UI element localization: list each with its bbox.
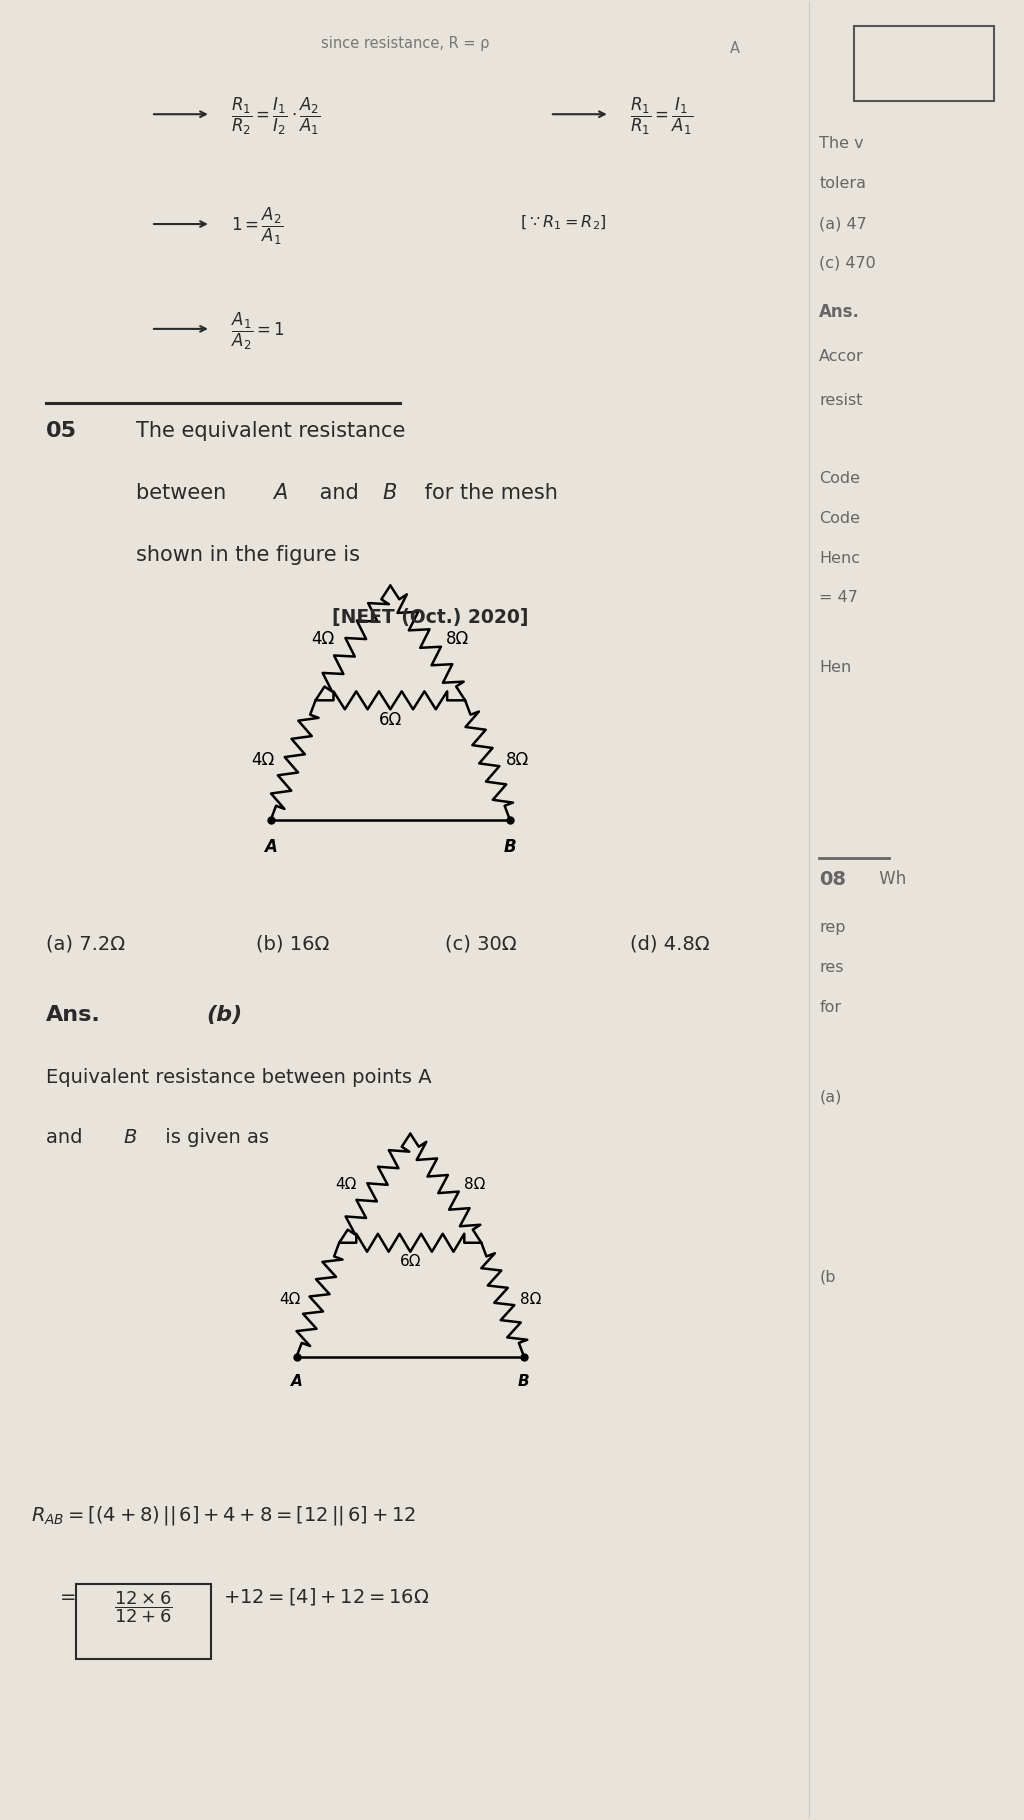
Text: $+ 12 = [4] + 12 = 16\Omega$: $+ 12 = [4] + 12 = 16\Omega$ [223, 1585, 429, 1607]
Text: Ans.: Ans. [819, 302, 860, 320]
Text: $\dfrac{12 \times 6}{12 + 6}$: $\dfrac{12 \times 6}{12 + 6}$ [115, 1589, 173, 1625]
Text: 8Ω: 8Ω [446, 630, 469, 648]
Text: res: res [819, 959, 844, 976]
Text: (a) 47: (a) 47 [819, 217, 867, 231]
Text: 4Ω: 4Ω [252, 752, 274, 770]
Text: resist: resist [819, 393, 862, 408]
Text: 08: 08 [819, 870, 846, 888]
Text: Code: Code [819, 511, 860, 526]
Text: B: B [123, 1128, 136, 1147]
Text: B: B [518, 1374, 529, 1389]
Text: Ans.: Ans. [46, 1005, 101, 1025]
Text: [NEET (Oct.) 2020]: [NEET (Oct.) 2020] [332, 608, 528, 628]
Text: (b) 16Ω: (b) 16Ω [256, 935, 329, 954]
Text: $1 = \dfrac{A_2}{A_1}$: $1 = \dfrac{A_2}{A_1}$ [230, 206, 283, 248]
Text: for the mesh: for the mesh [418, 482, 558, 502]
Text: (b): (b) [206, 1005, 242, 1025]
Text: rep: rep [819, 919, 846, 935]
Text: 8Ω: 8Ω [464, 1178, 485, 1192]
Text: (a) 7.2Ω: (a) 7.2Ω [46, 935, 125, 954]
Text: Code: Code [819, 471, 860, 486]
Text: (b: (b [819, 1270, 836, 1285]
Text: Wh: Wh [874, 870, 906, 888]
Text: and: and [46, 1128, 89, 1147]
Text: $[\because R_1 = R_2]$: $[\because R_1 = R_2]$ [520, 215, 606, 233]
Text: 8Ω: 8Ω [520, 1292, 542, 1307]
Text: 4Ω: 4Ω [336, 1178, 357, 1192]
Text: The equivalent resistance: The equivalent resistance [136, 420, 406, 440]
Text: Accor: Accor [819, 349, 864, 364]
Text: (c) 30Ω: (c) 30Ω [445, 935, 517, 954]
Text: B: B [504, 837, 516, 855]
Text: $\dfrac{R_1}{R_2} = \dfrac{I_1}{I_2} \cdot \dfrac{A_2}{A_1}$: $\dfrac{R_1}{R_2} = \dfrac{I_1}{I_2} \cd… [230, 96, 321, 138]
Text: A: A [729, 42, 739, 56]
Text: 6Ω: 6Ω [379, 712, 402, 730]
Text: (c) 470: (c) 470 [819, 257, 876, 271]
Text: = 47: = 47 [819, 590, 858, 606]
Text: 4Ω: 4Ω [279, 1292, 300, 1307]
Text: 4Ω: 4Ω [311, 630, 335, 648]
Text: (a): (a) [819, 1090, 842, 1105]
Text: $\dfrac{R_1}{R_1} = \dfrac{I_1}{A_1}$: $\dfrac{R_1}{R_1} = \dfrac{I_1}{A_1}$ [630, 96, 693, 138]
FancyBboxPatch shape [854, 25, 993, 102]
Text: tolera: tolera [819, 177, 866, 191]
Text: for: for [819, 999, 842, 1016]
Text: The v: The v [819, 136, 864, 151]
Text: between: between [136, 482, 232, 502]
Text: $\dfrac{A_1}{A_2} = 1$: $\dfrac{A_1}{A_2} = 1$ [230, 311, 285, 351]
Text: 6Ω: 6Ω [399, 1254, 421, 1269]
Text: Equivalent resistance between points A: Equivalent resistance between points A [46, 1068, 432, 1087]
Text: (d) 4.8Ω: (d) 4.8Ω [630, 935, 710, 954]
Text: and: and [312, 482, 365, 502]
FancyBboxPatch shape [76, 1583, 211, 1658]
Text: A: A [264, 837, 278, 855]
Text: $R_{AB} = [(4 + 8)\,||\,6] + 4 + 8 = [12\,||\,6] + 12$: $R_{AB} = [(4 + 8)\,||\,6] + 4 + 8 = [12… [32, 1503, 417, 1527]
Text: Hen: Hen [819, 661, 851, 675]
Text: since resistance, R = ρ: since resistance, R = ρ [321, 36, 488, 51]
Text: Henc: Henc [819, 550, 860, 566]
Text: is given as: is given as [159, 1128, 269, 1147]
Text: shown in the figure is: shown in the figure is [136, 544, 360, 564]
Text: 8Ω: 8Ω [506, 752, 529, 770]
Text: A: A [272, 482, 287, 502]
Text: B: B [382, 482, 396, 502]
Text: $=$: $=$ [56, 1585, 77, 1605]
Text: A: A [291, 1374, 302, 1389]
Text: 05: 05 [46, 420, 77, 440]
